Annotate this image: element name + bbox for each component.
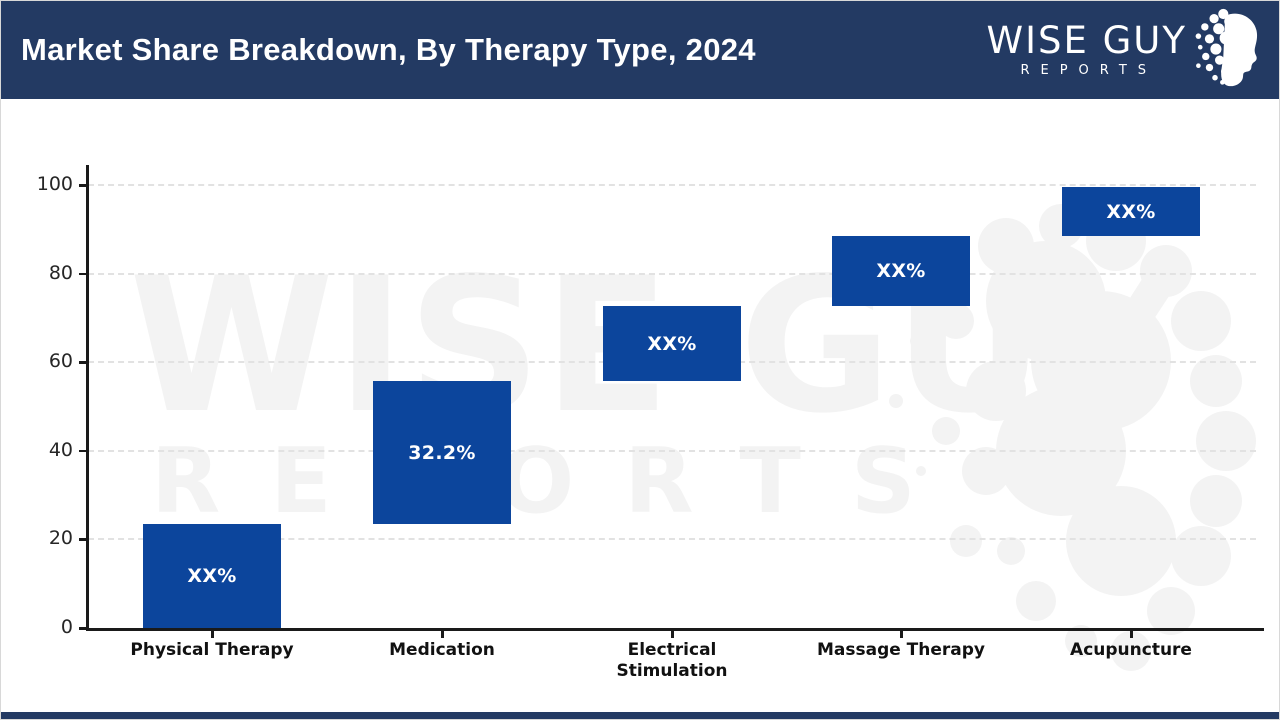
y-tick-20 [79,538,87,541]
y-tick-label-100: 100 [36,173,73,195]
page-title: Market Share Breakdown, By Therapy Type,… [21,32,756,67]
x-tick-0 [211,630,214,638]
x-category-label-0: Physical Therapy [130,640,294,660]
y-tick-label-80: 80 [48,261,73,284]
brand-name: WISE GUY [986,19,1187,62]
x-category-label-1: Medication [389,640,495,660]
bar-value-label-1: 32.2% [408,441,476,464]
bar-value-label-0: XX% [187,564,237,587]
watermark-head-dots [889,204,1256,671]
footer-bar [1,712,1279,719]
x-tick-4 [1130,630,1133,638]
bar-value-label-2: XX% [647,332,697,355]
y-tick-label-0: 0 [60,616,73,638]
bar-segment-2: XX% [603,306,741,382]
bar-segment-3: XX% [832,235,970,307]
gridline-40 [88,449,1256,452]
y-tick-label-20: 20 [48,527,73,550]
header-bar: Market Share Breakdown, By Therapy Type,… [1,1,1279,99]
y-tick-40 [79,449,87,453]
y-axis-line [86,165,89,630]
brand-logo: WISE GUY REPORTS [987,8,1279,92]
gridline-20 [88,538,1256,541]
x-tick-1 [441,630,444,638]
gridline-100 [88,184,1256,186]
gridline-80 [88,272,1256,275]
x-category-label-4: Acupuncture [1070,640,1192,660]
bar-segment-0: XX% [143,523,281,628]
y-tick-label-40: 40 [48,438,73,461]
x-axis-line [86,628,1264,631]
x-category-label-2: Electrical Stimulation [616,640,728,681]
x-tick-3 [900,630,903,638]
y-tick-0 [79,627,87,630]
y-tick-60 [79,361,87,364]
y-tick-label-60: 60 [48,350,73,373]
bar-segment-1: 32.2% [373,381,511,524]
brand-subname: REPORTS [1020,63,1158,78]
y-tick-100 [79,184,87,187]
bar-value-label-3: XX% [876,260,926,283]
x-tick-2 [671,630,674,638]
x-category-label-3: Massage Therapy [816,640,986,660]
brand-logo-text: WISE GUY REPORTS [987,22,1187,78]
y-tick-80 [79,272,87,276]
brand-head-icon [1195,8,1258,87]
bar-value-label-4: XX% [1106,200,1156,223]
bar-segment-4: XX% [1062,187,1200,236]
